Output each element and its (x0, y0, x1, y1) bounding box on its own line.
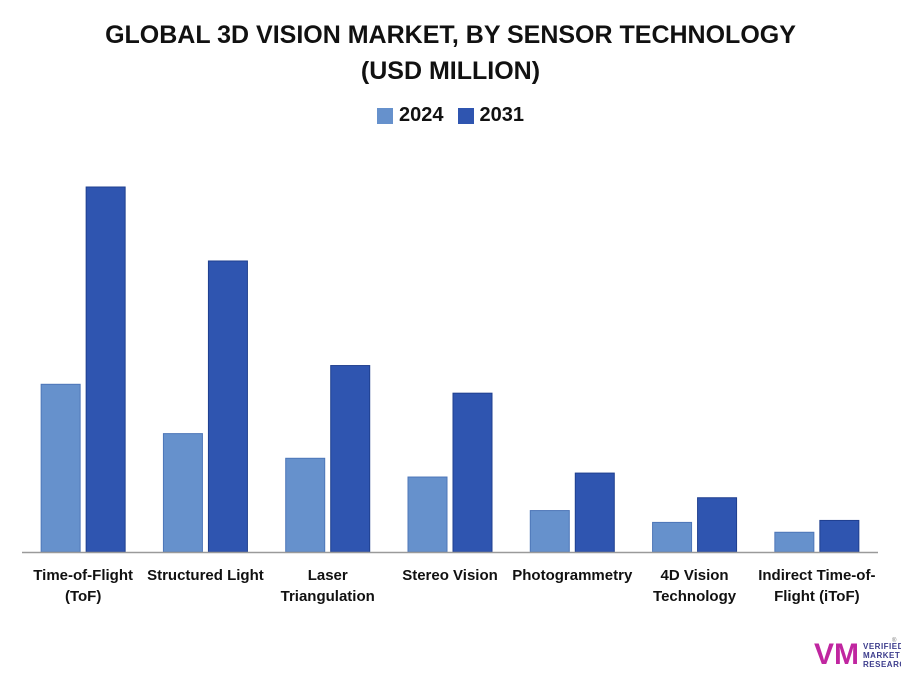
legend-swatch-2024 (377, 107, 393, 124)
legend: 2024 2031 (0, 104, 901, 127)
category-label-4-line-0: Photogrammetry (512, 567, 633, 584)
bar-2024-5 (652, 521, 693, 553)
category-label-1-line-0: Structured Light (147, 567, 264, 584)
bar-2031-5 (697, 497, 738, 553)
logo-line-2: MARKET (863, 650, 901, 660)
logo: VM VERIFIED MARKET RESEARCH (814, 640, 901, 670)
bar-2024-0 (40, 383, 81, 553)
logo-line-3: RESEARCH (863, 659, 901, 669)
logo-mark-icon: VM (814, 638, 859, 671)
category-label-6-line-0: Indirect Time-of- (758, 567, 876, 584)
category-label-4: Photogrammetry (510, 565, 634, 586)
logo-text: VERIFIED MARKET RESEARCH (863, 642, 901, 669)
bar-2031-0 (85, 186, 126, 553)
bar-2031-6 (819, 519, 860, 553)
category-label-0-line-1: (ToF) (64, 588, 102, 605)
category-label-6: Indirect Time-of- Flight (iToF) (755, 565, 879, 607)
category-label-3-line-0: Stereo Vision (402, 567, 498, 584)
logo-line-1: VERIFIED (863, 641, 901, 651)
bar-2031-3 (452, 392, 493, 553)
category-label-2: Laser Triangulation (266, 565, 390, 607)
category-label-5-line-0: 4D Vision (660, 567, 729, 584)
category-label-5: 4D Vision Technology (633, 565, 757, 607)
category-label-0-line-0: Time-of-Flight (33, 567, 133, 584)
bar-2024-6 (774, 531, 815, 553)
chart-title-line-1: GLOBAL 3D VISION MARKET, BY SENSOR TECHN… (105, 21, 796, 49)
category-label-2-line-0: Laser (307, 567, 348, 584)
category-label-1: Structured Light (143, 565, 267, 586)
category-label-2-line-1: Triangulation (280, 588, 375, 605)
bar-2031-1 (207, 260, 248, 553)
category-label-3: Stereo Vision (388, 565, 512, 586)
bar-2031-4 (574, 472, 615, 553)
registered-mark: ® (892, 638, 897, 644)
bar-2024-4 (529, 510, 570, 553)
bar-2024-3 (407, 476, 448, 553)
category-label-5-line-1: Technology (653, 588, 737, 605)
bar-2024-2 (285, 457, 326, 553)
bar-2031-2 (330, 365, 371, 553)
category-label-6-line-1: Flight (iToF) (774, 588, 860, 605)
category-label-0: Time-of-Flight (ToF) (21, 565, 145, 607)
legend-label-2024: 2024 (399, 104, 444, 126)
legend-item-2031: 2031 (457, 104, 525, 127)
legend-swatch-2031 (457, 107, 474, 124)
bar-2024-1 (162, 433, 203, 553)
legend-item-2024: 2024 (377, 104, 444, 127)
chart-title-line-2: (USD MILLION) (360, 57, 541, 85)
legend-label-2031: 2031 (479, 104, 525, 126)
